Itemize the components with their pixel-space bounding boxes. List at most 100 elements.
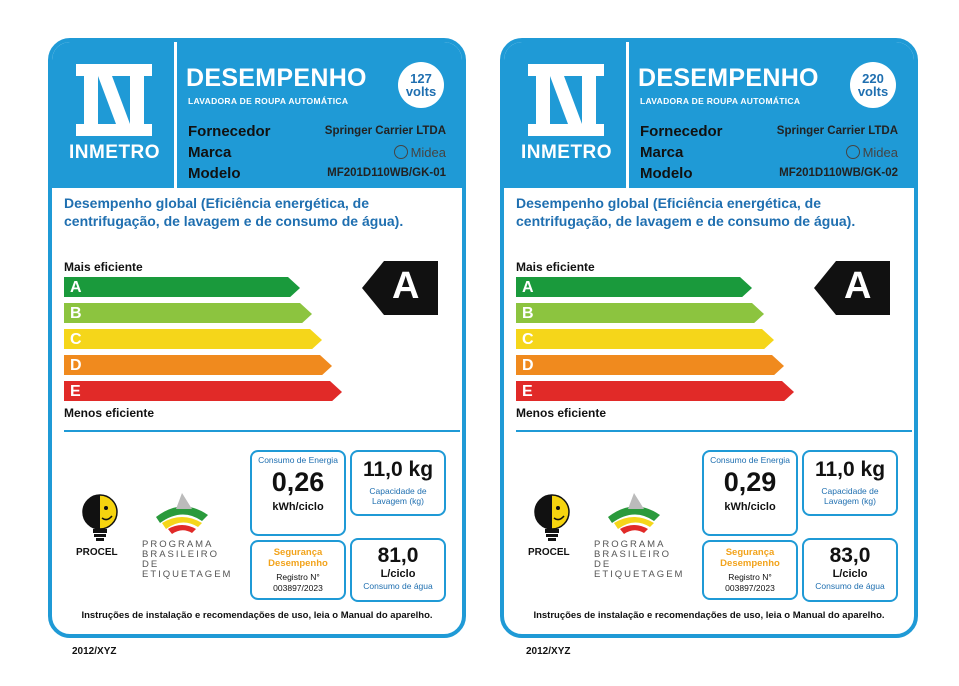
registro-label: Registro N° [276, 572, 320, 582]
energy-label-220v: INMETRO DESEMPENHO LAVADORA DE ROUPA AUT… [500, 38, 918, 638]
pbe-text: PROGRAMA BRASILEIRO DE ETIQUETAGEM [594, 539, 685, 580]
fornecedor-value: Springer Carrier LTDA [324, 125, 446, 137]
capacity-box: 11,0 kg Capacidade de Lavagem (kg) [350, 450, 446, 516]
water-value: 83,0 [829, 544, 871, 567]
volts-value: 127 [410, 71, 432, 86]
modelo-value: MF201D110WB/GK-01 [327, 167, 446, 179]
energy-value: 0,26 [271, 467, 325, 497]
volts-unit: volts [857, 84, 889, 99]
global-performance-text: Desempenho global (Eficiência energética… [64, 195, 404, 229]
label-header: INMETRO DESEMPENHO LAVADORA DE ROUPA AUT… [52, 42, 462, 188]
water-box: 81,0 L/ciclo Consumo de água [350, 538, 446, 602]
inmetro-i-icon [76, 64, 152, 136]
pbe-logo-icon [608, 493, 660, 534]
inmetro-i-icon [528, 64, 604, 136]
energy-box: Consumo de Energia 0,29 kWh/ciclo [702, 450, 798, 536]
midea-logo-icon [845, 145, 860, 159]
pbe-text: PROGRAMA BRASILEIRO DE ETIQUETAGEM [142, 539, 233, 580]
bar-d-letter: D [70, 357, 82, 374]
water-value: 81,0 [377, 544, 419, 567]
volts-badge: 220 volts [850, 62, 896, 108]
procel-bulb-icon [82, 494, 118, 541]
label-title: DESEMPENHO [638, 64, 819, 92]
safety-title: Segurança Desempenho [720, 547, 780, 569]
water-box: 83,0 L/ciclo Consumo de água [802, 538, 898, 602]
volts-value: 220 [862, 71, 884, 86]
bar-c [516, 329, 774, 349]
marca-value: Midea [640, 145, 898, 160]
bar-c-letter: C [522, 331, 534, 348]
bar-a-letter: A [522, 279, 534, 296]
marca-value: Midea [188, 145, 446, 160]
menos-eficiente-label: Menos eficiente [516, 406, 607, 420]
inmetro-logo: INMETRO [504, 42, 629, 188]
marca-key: Marca [188, 144, 232, 161]
registro-value: 003897/2023 [725, 583, 775, 593]
procel-bulb-icon [534, 494, 570, 541]
footer-text: Instruções de instalação e recomendações… [533, 610, 885, 621]
fornecedor-value: Springer Carrier LTDA [776, 125, 898, 137]
energy-label-127v: INMETRO DESEMPENHO LAVADORA DE ROUPA AUT… [48, 38, 466, 638]
bar-d [64, 355, 332, 375]
fornecedor-key: Fornecedor [640, 123, 723, 140]
bar-a [64, 277, 300, 297]
rating-letter: A [844, 265, 872, 307]
rating-letter: A [392, 265, 420, 307]
registro-label: Registro N° [728, 572, 772, 582]
energy-title: Consumo de Energia [710, 455, 790, 465]
safety-box: Segurança Desempenho Registro N° 003897/… [250, 540, 346, 600]
marca-value-text: Midea [410, 145, 446, 160]
water-unit: L/ciclo [380, 568, 416, 580]
bar-b-letter: B [70, 305, 82, 322]
label-header: INMETRO DESEMPENHO LAVADORA DE ROUPA AUT… [504, 42, 914, 188]
bar-d-letter: D [522, 357, 534, 374]
energy-value: 0,29 [723, 467, 777, 497]
procel-text: PROCEL [528, 547, 570, 558]
mais-eficiente-label: Mais eficiente [516, 260, 595, 274]
capacity-title: Capacidade de Lavagem (kg) [821, 486, 879, 506]
bar-a-letter: A [70, 279, 82, 296]
capacity-value: 11,0 kg [362, 458, 434, 481]
energy-unit: kWh/ciclo [724, 501, 776, 513]
fornecedor-key: Fornecedor [188, 123, 271, 140]
registro-value: 003897/2023 [273, 583, 323, 593]
volts-unit: volts [405, 84, 437, 99]
inmetro-text: INMETRO [68, 142, 161, 163]
global-performance-text: Desempenho global (Eficiência energética… [516, 195, 856, 229]
procel-text: PROCEL [76, 547, 118, 558]
energy-title: Consumo de Energia [258, 455, 338, 465]
bar-b [516, 303, 764, 323]
marca-value-text: Midea [862, 145, 898, 160]
label-subtitle: LAVADORA DE ROUPA AUTOMÁTICA [188, 96, 349, 106]
safety-box: Segurança Desempenho Registro N° 003897/… [702, 540, 798, 600]
bar-e-letter: E [522, 383, 533, 400]
safety-title: Segurança Desempenho [268, 547, 328, 569]
menos-eficiente-label: Menos eficiente [64, 406, 155, 420]
volts-badge: 127 volts [398, 62, 444, 108]
capacity-title: Capacidade de Lavagem (kg) [369, 486, 427, 506]
bar-e [64, 381, 342, 401]
inmetro-logo: INMETRO [52, 42, 177, 188]
marca-key: Marca [640, 144, 684, 161]
rating-arrow [362, 261, 438, 315]
pbe-logo-icon [156, 493, 208, 534]
rating-arrow [814, 261, 890, 315]
capacity-box: 11,0 kg Capacidade de Lavagem (kg) [802, 450, 898, 516]
label-subtitle: LAVADORA DE ROUPA AUTOMÁTICA [640, 96, 801, 106]
separator [64, 430, 460, 432]
capacity-value: 11,0 kg [814, 458, 886, 481]
label-code-left: 2012/XYZ [72, 646, 117, 657]
modelo-value: MF201D110WB/GK-02 [779, 167, 898, 179]
bar-a [516, 277, 752, 297]
bar-c [64, 329, 322, 349]
energy-unit: kWh/ciclo [272, 501, 324, 513]
label-title: DESEMPENHO [186, 64, 367, 92]
bar-b [64, 303, 312, 323]
bar-e-letter: E [70, 383, 81, 400]
separator [516, 430, 912, 432]
energy-box: Consumo de Energia 0,26 kWh/ciclo [250, 450, 346, 536]
bar-c-letter: C [70, 331, 82, 348]
bar-b-letter: B [522, 305, 534, 322]
bar-e [516, 381, 794, 401]
bar-d [516, 355, 784, 375]
